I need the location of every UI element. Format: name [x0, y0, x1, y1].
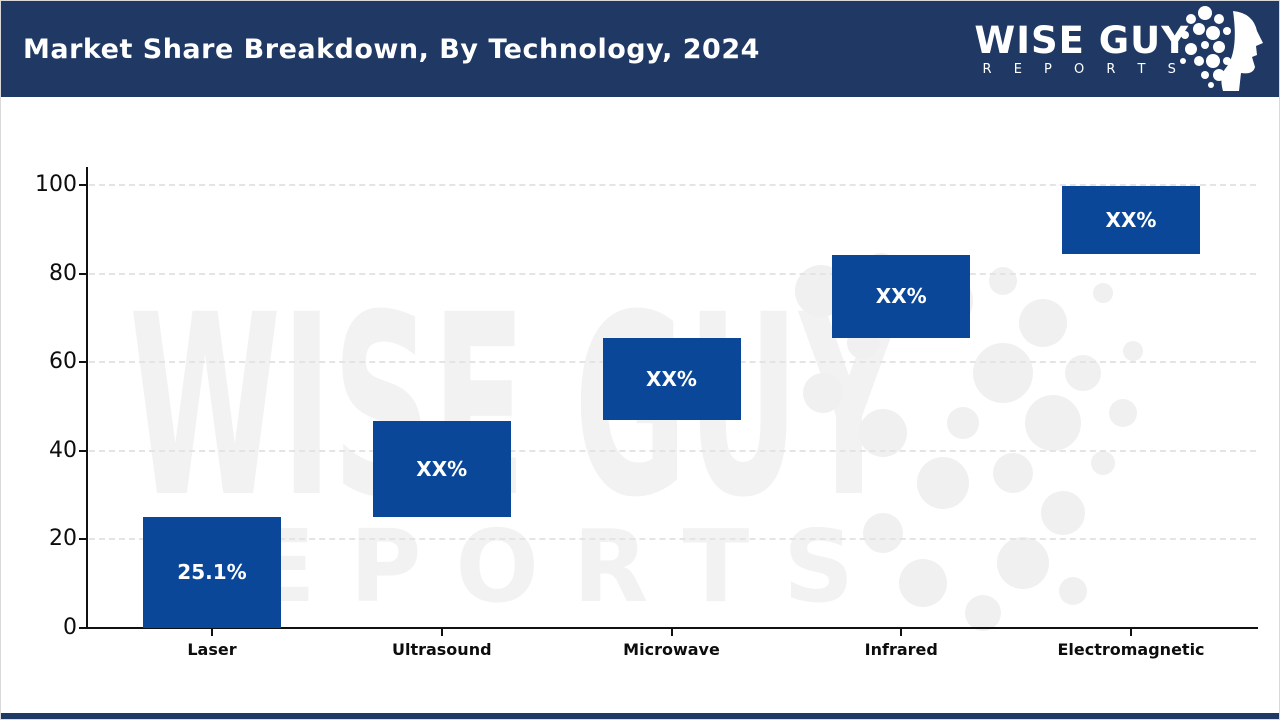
x-tick-microwave: [670, 629, 673, 636]
gridline-100: [89, 184, 1256, 187]
y-tick-label-100: 100: [35, 172, 77, 198]
x-tick-infrared: [900, 629, 903, 636]
brand-name: WISE GUY: [974, 19, 1189, 62]
y-tick-40: [79, 449, 87, 452]
bar-electromagnetic: XX%: [1062, 185, 1200, 254]
gridline-40: [89, 449, 1256, 452]
y-tick-60: [79, 361, 87, 364]
brand-logo: WISE GUY R E P O R T S: [974, 5, 1279, 93]
x-tick-label-microwave: Microwave: [623, 640, 720, 659]
y-tick-label-60: 60: [49, 349, 77, 375]
bar-value-label: XX%: [875, 284, 927, 309]
y-axis-spine: [86, 167, 88, 629]
bar-value-label: XX%: [416, 456, 468, 481]
bar-laser: 25.1%: [143, 516, 281, 628]
x-tick-label-laser: Laser: [187, 640, 237, 659]
header-banner: Market Share Breakdown, By Technology, 2…: [1, 1, 1279, 97]
brand-head-icon: [1180, 6, 1263, 91]
y-tick-label-40: 40: [49, 437, 77, 463]
y-tick-label-20: 20: [49, 526, 77, 552]
footer-bar: [1, 713, 1279, 719]
bar-infrared: XX%: [832, 255, 971, 338]
y-tick-label-0: 0: [63, 615, 77, 640]
x-tick-ultrasound: [440, 629, 443, 636]
bar-value-label: 25.1%: [177, 560, 247, 585]
brand-logo-text: WISE GUY R E P O R T S: [974, 22, 1189, 76]
y-tick-0: [79, 627, 87, 629]
x-tick-laser: [211, 629, 213, 636]
x-tick-label-ultrasound: Ultrasound: [391, 640, 492, 659]
bar-value-label: XX%: [1105, 207, 1157, 232]
y-tick-20: [79, 538, 87, 541]
bar-microwave: XX%: [602, 338, 741, 420]
x-tick-label-electromagnetic: Electromagnetic: [1057, 640, 1205, 659]
gridline-20: [89, 538, 1256, 541]
y-tick-80: [79, 272, 87, 275]
x-tick-electromagnetic: [1130, 629, 1132, 636]
x-tick-label-infrared: Infrared: [864, 640, 938, 659]
bar-ultrasound: XX%: [372, 420, 511, 517]
y-tick-label-80: 80: [49, 260, 77, 286]
y-tick-100: [79, 184, 87, 187]
chart-title: Market Share Breakdown, By Technology, 2…: [23, 33, 760, 65]
x-axis-spine: [86, 627, 1258, 629]
gridline-80: [89, 272, 1256, 275]
bar-value-label: XX%: [646, 366, 697, 391]
brand-subtitle: R E P O R T S: [982, 62, 1185, 77]
